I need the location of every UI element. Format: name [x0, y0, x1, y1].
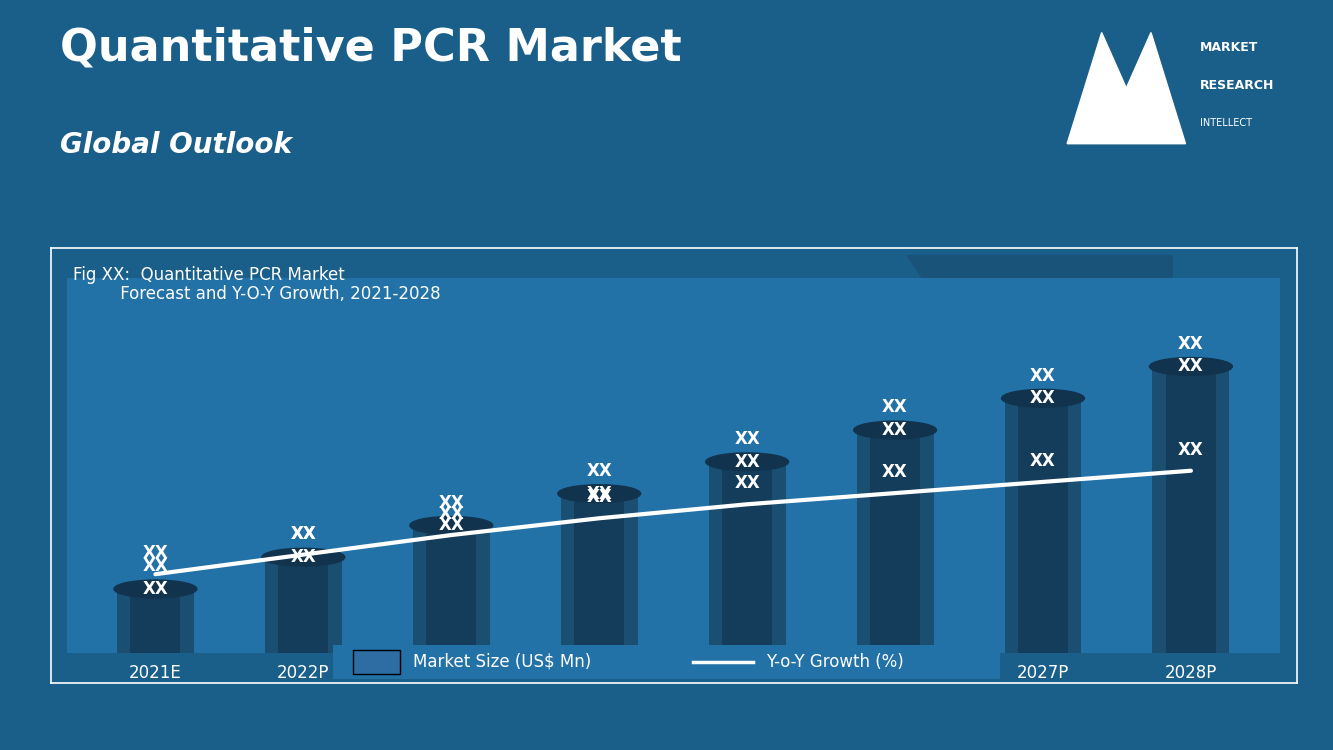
Bar [857, 430, 933, 652]
Text: XX: XX [882, 398, 908, 416]
Circle shape [705, 453, 789, 471]
Text: XX: XX [291, 548, 316, 566]
Text: Y-o-Y Growth (%): Y-o-Y Growth (%) [766, 652, 904, 670]
Bar [427, 526, 476, 652]
Text: XX: XX [587, 484, 612, 502]
Bar [709, 462, 785, 652]
Text: XX: XX [291, 524, 316, 542]
Text: XX: XX [1178, 334, 1204, 352]
Bar [265, 557, 341, 652]
Text: Market Size (US$ Mn): Market Size (US$ Mn) [413, 652, 592, 670]
Text: RESEARCH: RESEARCH [1200, 79, 1274, 92]
Bar [1166, 367, 1216, 652]
Text: Forecast and Y-O-Y Growth, 2021-2028: Forecast and Y-O-Y Growth, 2021-2028 [73, 285, 441, 303]
FancyBboxPatch shape [353, 650, 400, 674]
Bar [575, 494, 624, 652]
Circle shape [261, 548, 345, 566]
Text: XX: XX [587, 488, 612, 506]
Circle shape [1149, 358, 1232, 376]
Circle shape [853, 422, 937, 439]
Text: XX: XX [291, 526, 316, 544]
Text: XX: XX [1030, 452, 1056, 470]
Bar [279, 557, 328, 652]
Text: XX: XX [1178, 441, 1204, 459]
Bar [870, 430, 920, 652]
Circle shape [557, 484, 641, 502]
Text: XX: XX [1178, 358, 1204, 376]
Text: Fig XX:  Quantitative PCR Market: Fig XX: Quantitative PCR Market [73, 266, 345, 284]
Text: XX: XX [143, 544, 168, 562]
Text: XX: XX [143, 580, 168, 598]
Circle shape [409, 517, 493, 534]
Text: XX: XX [882, 463, 908, 481]
Circle shape [115, 580, 197, 598]
Text: XX: XX [439, 505, 464, 523]
Text: XX: XX [734, 453, 760, 471]
Text: XX: XX [734, 474, 760, 492]
Text: XX: XX [587, 462, 612, 480]
Bar [117, 589, 193, 652]
Polygon shape [1068, 32, 1185, 144]
Text: INTELLECT: INTELLECT [1200, 118, 1252, 128]
Bar [1153, 367, 1229, 652]
Text: XX: XX [439, 517, 464, 535]
Bar [561, 494, 637, 652]
Text: XX: XX [1030, 389, 1056, 407]
Text: Quantitative PCR Market: Quantitative PCR Market [60, 26, 681, 69]
Bar [413, 526, 489, 652]
Circle shape [1001, 389, 1085, 407]
Bar [131, 589, 180, 652]
Text: XX: XX [882, 421, 908, 439]
Text: XX: XX [143, 557, 168, 575]
Bar [1018, 398, 1068, 652]
Text: XX: XX [439, 494, 464, 512]
Text: XX: XX [734, 430, 760, 448]
Text: MARKET: MARKET [1200, 40, 1258, 54]
Bar [1005, 398, 1081, 652]
Text: Global Outlook: Global Outlook [60, 131, 292, 159]
Bar [722, 462, 772, 652]
Text: XX: XX [1030, 367, 1056, 385]
